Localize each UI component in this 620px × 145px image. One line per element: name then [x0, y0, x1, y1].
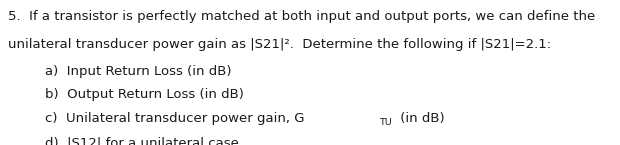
Text: c)  Unilateral transducer power gain, G: c) Unilateral transducer power gain, G — [45, 112, 304, 125]
Text: TU: TU — [379, 117, 392, 127]
Text: b)  Output Return Loss (in dB): b) Output Return Loss (in dB) — [45, 88, 244, 102]
Text: 5.  If a transistor is perfectly matched at both input and output ports, we can : 5. If a transistor is perfectly matched … — [8, 10, 595, 23]
Text: d)  |S12| for a unilateral case: d) |S12| for a unilateral case — [45, 136, 239, 145]
Text: (in dB): (in dB) — [396, 112, 445, 125]
Text: unilateral transducer power gain as |S21|².  Determine the following if |S21|=2.: unilateral transducer power gain as |S21… — [8, 38, 551, 51]
Text: a)  Input Return Loss (in dB): a) Input Return Loss (in dB) — [45, 65, 231, 78]
